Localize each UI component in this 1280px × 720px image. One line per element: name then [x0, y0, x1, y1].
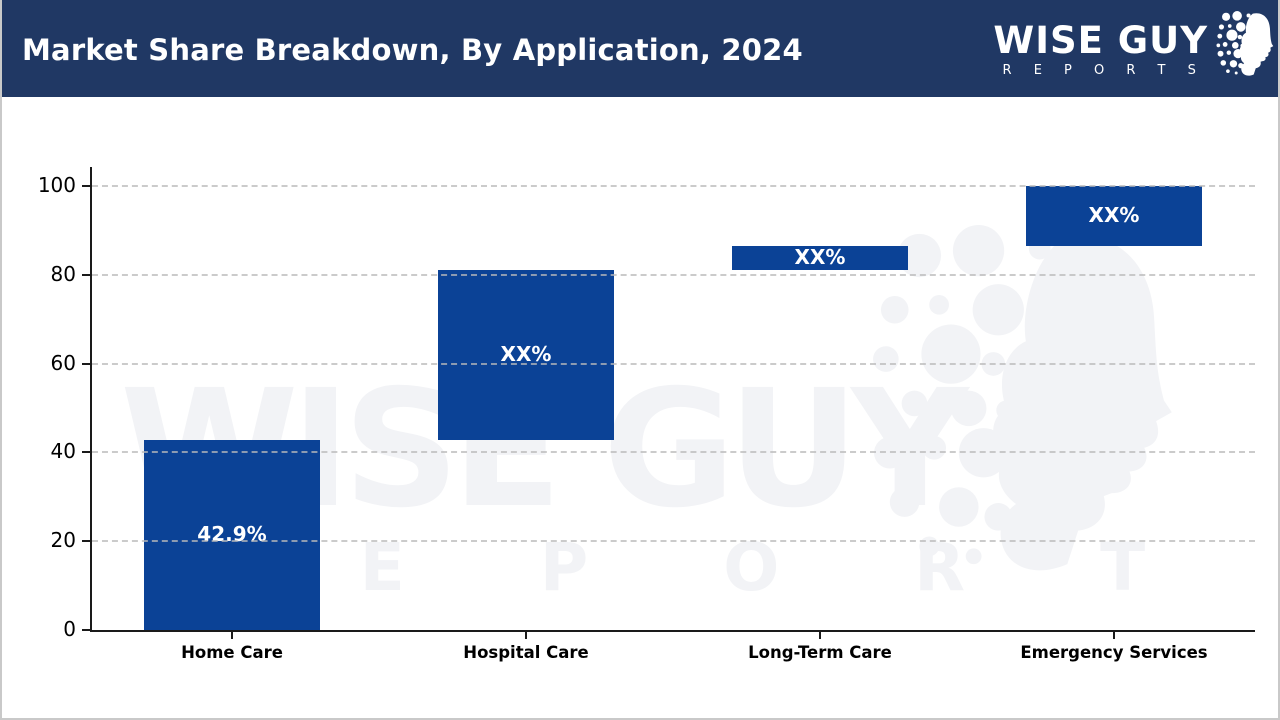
y-axis-tick-0 — [82, 629, 90, 631]
x-axis-label-hospital-care: Hospital Care — [463, 643, 589, 662]
bar-hospital-care: XX% — [438, 270, 614, 440]
gridline-20 — [92, 540, 1255, 543]
logo-wordmark: WISE GUY — [993, 19, 1208, 62]
wiseguy-face-icon — [1216, 11, 1274, 76]
gridline-60 — [92, 362, 1255, 365]
x-axis-tick-long-term-care — [819, 632, 821, 639]
bar-value-label-emergency-services: XX% — [1088, 202, 1140, 227]
x-axis-line — [90, 630, 1255, 632]
chart-title: Market Share Breakdown, By Application, … — [22, 33, 803, 67]
gridline-100 — [92, 185, 1255, 187]
bar-long-term-care: XX% — [732, 245, 908, 271]
gridline-40 — [92, 451, 1255, 454]
y-axis-tick-40 — [82, 451, 90, 454]
bar-value-label-long-term-care: XX% — [794, 245, 846, 270]
chart-canvas: WISE GUY R E P O R T S 0 20 40 60 80 100 42.9%… — [2, 97, 1280, 718]
x-axis-tick-emergency-services — [1113, 632, 1115, 639]
x-axis-tick-home-care — [231, 632, 233, 639]
y-axis-label-0: 0 — [63, 617, 76, 641]
plot-region: 0 20 40 60 80 100 42.9% Home Care XX% Hospital Ca… — [2, 97, 1278, 718]
y-axis-tick-80 — [82, 273, 90, 276]
x-axis-label-emergency-services: Emergency Services — [1020, 643, 1208, 662]
y-axis-label-20: 20 — [50, 528, 76, 553]
y-axis-label-80: 80 — [50, 261, 76, 286]
x-axis-label-home-care: Home Care — [181, 643, 283, 662]
gridline-80 — [92, 273, 1255, 276]
y-axis-label-40: 40 — [50, 439, 76, 464]
header-banner: Market Share Breakdown, By Application, … — [2, 0, 1278, 97]
watermark-subtitle: R E P O R T S — [174, 529, 1280, 606]
y-axis-tick-60 — [82, 362, 90, 365]
y-axis-tick-100 — [82, 185, 90, 187]
logo-subtitle: R E P O R T S — [1002, 63, 1205, 78]
y-axis-label-60: 60 — [50, 350, 76, 375]
bar-emergency-services: XX% — [1026, 186, 1202, 246]
x-axis-tick-hospital-care — [525, 632, 527, 639]
bar-home-care: 42.9% — [144, 439, 320, 630]
y-axis-tick-20 — [82, 540, 90, 543]
y-axis-line — [90, 167, 92, 632]
x-axis-label-long-term-care: Long-Term Care — [748, 643, 892, 662]
watermark-face — [868, 224, 1172, 571]
bar-value-label-hospital-care: XX% — [500, 341, 552, 366]
y-axis-label-100: 100 — [37, 173, 76, 197]
wiseguy-logo: WISE GUY R E P O R T S — [993, 22, 1208, 78]
